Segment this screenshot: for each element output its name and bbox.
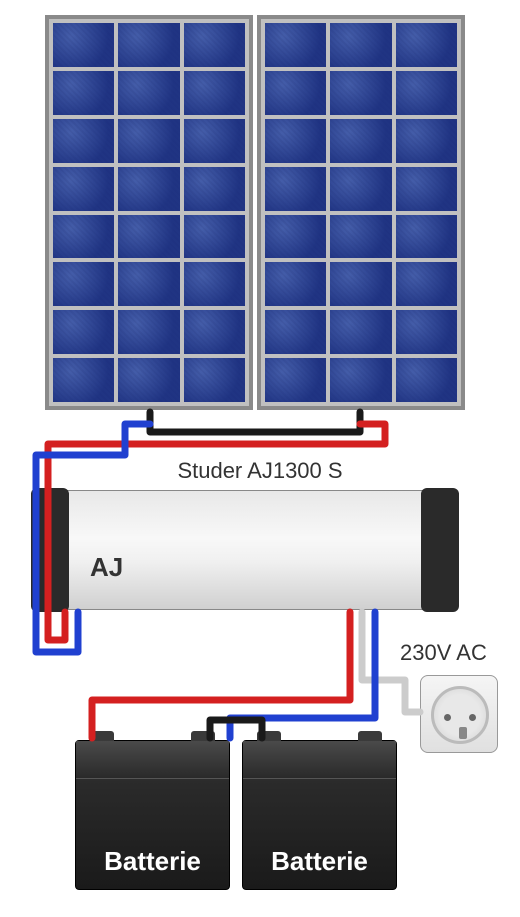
solar-cell: [53, 358, 114, 402]
solar-cell: [184, 310, 245, 354]
solar-cell: [330, 310, 391, 354]
solar-cell: [53, 71, 114, 115]
solar-cell: [396, 215, 457, 259]
battery-top: [243, 741, 396, 779]
solar-cell: [396, 119, 457, 163]
solar-cell: [396, 23, 457, 67]
solar-cell: [118, 358, 179, 402]
solar-cell: [118, 215, 179, 259]
ac-outlet: [420, 675, 498, 753]
outlet-ring: [431, 686, 489, 744]
solar-cell: [53, 262, 114, 306]
inverter-end-right: [421, 488, 459, 612]
solar-cell: [265, 262, 326, 306]
inverter-end-left: [31, 488, 69, 612]
solar-cell: [118, 71, 179, 115]
solar-cell: [53, 310, 114, 354]
solar-cell: [330, 167, 391, 211]
solar-cell: [265, 215, 326, 259]
outlet-hole-right: [469, 714, 476, 721]
solar-cell: [184, 262, 245, 306]
battery-top: [76, 741, 229, 779]
solar-cell: [184, 358, 245, 402]
inverter-brand: AJ: [90, 552, 123, 583]
wire-inverter-to-battery-blue: [230, 612, 375, 738]
solar-cell: [396, 71, 457, 115]
inverter-body: [35, 490, 455, 610]
solar-cell: [265, 358, 326, 402]
solar-cell: [396, 167, 457, 211]
solar-cell: [53, 23, 114, 67]
solar-cell: [265, 71, 326, 115]
solar-cell: [330, 119, 391, 163]
solar-cell: [118, 262, 179, 306]
solar-cell: [118, 310, 179, 354]
solar-cell: [330, 71, 391, 115]
solar-cell: [184, 167, 245, 211]
solar-cell: [396, 262, 457, 306]
solar-cell: [265, 23, 326, 67]
solar-cell: [118, 119, 179, 163]
solar-cell: [184, 71, 245, 115]
solar-cell: [265, 310, 326, 354]
solar-cell: [396, 358, 457, 402]
battery-2: Batterie: [242, 740, 397, 890]
solar-cell: [184, 119, 245, 163]
solar-cell: [118, 167, 179, 211]
battery-label: Batterie: [243, 846, 396, 877]
solar-cell: [53, 215, 114, 259]
wire-panel-bus-black: [150, 412, 360, 432]
battery-1: Batterie: [75, 740, 230, 890]
solar-cell: [184, 23, 245, 67]
solar-cell: [330, 262, 391, 306]
battery-bank: Batterie Batterie: [75, 740, 397, 890]
solar-cell: [265, 167, 326, 211]
solar-cell: [265, 119, 326, 163]
outlet-label: 230V AC: [400, 640, 487, 666]
wire-inverter-to-battery-red: [92, 612, 350, 738]
solar-cell: [330, 358, 391, 402]
solar-cell: [330, 215, 391, 259]
battery-label: Batterie: [76, 846, 229, 877]
outlet-ground-pin: [459, 727, 467, 739]
inverter-title: Studer AJ1300 S: [0, 458, 520, 484]
solar-panel-left: [45, 15, 253, 410]
solar-cell: [330, 23, 391, 67]
solar-cell: [53, 167, 114, 211]
outlet-hole-left: [444, 714, 451, 721]
solar-cell: [396, 310, 457, 354]
solar-panel-right: [257, 15, 465, 410]
inverter: AJ: [35, 490, 455, 610]
solar-cell: [184, 215, 245, 259]
solar-panel-array: [45, 15, 465, 410]
solar-cell: [53, 119, 114, 163]
solar-cell: [118, 23, 179, 67]
